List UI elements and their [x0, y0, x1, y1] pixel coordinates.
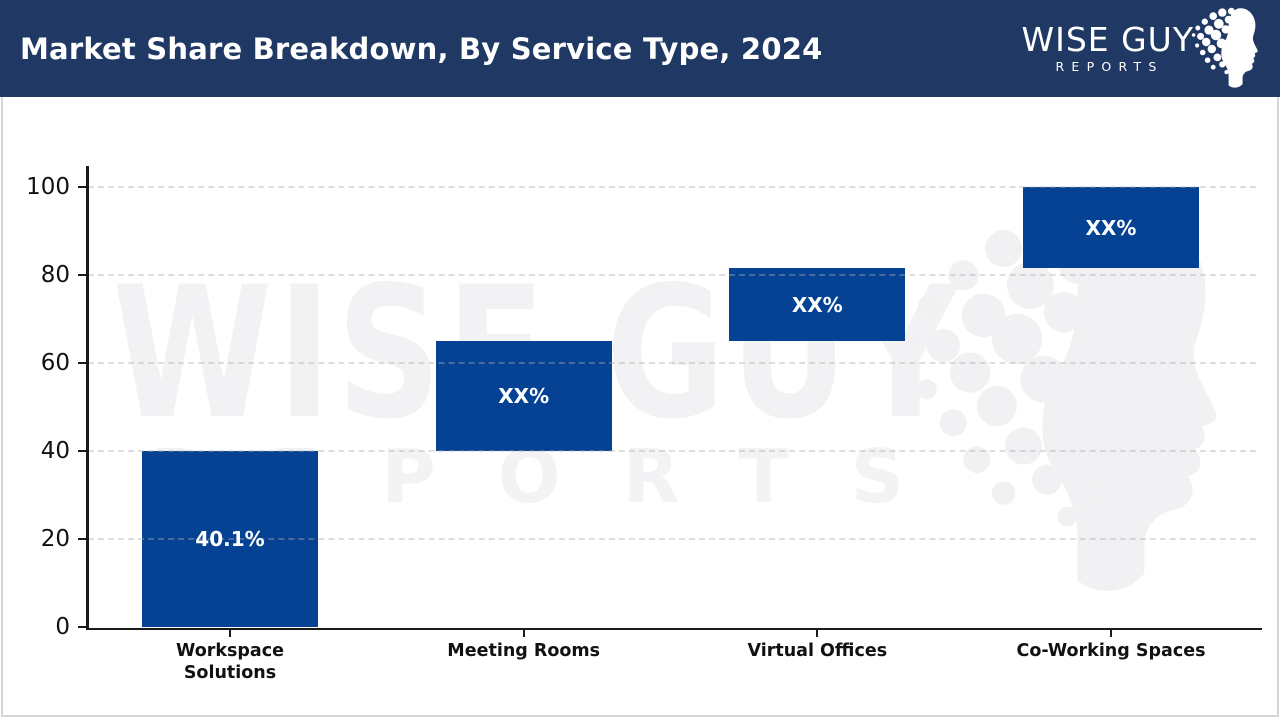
- x-tick-label: Workspace Solutions: [176, 641, 284, 683]
- y-tick-mark: [78, 538, 88, 541]
- y-tick-label: 60: [40, 350, 70, 376]
- x-axis-spine: [86, 627, 1262, 631]
- bar-value-label: 40.1%: [195, 526, 265, 551]
- bar-segment: [729, 268, 906, 341]
- x-tick-label: Virtual Offices: [747, 641, 888, 661]
- bar-value-label: XX%: [791, 292, 843, 317]
- bar-value-label: XX%: [1085, 215, 1137, 240]
- brand-face-icon: [1188, 7, 1258, 91]
- brand-logo-text: WISE GUY REPORTS: [1021, 23, 1194, 74]
- bar-segment: [1023, 187, 1199, 269]
- gridline-60: [88, 362, 1256, 364]
- y-tick-label: 0: [55, 614, 70, 640]
- y-tick-label: 80: [40, 262, 70, 288]
- gridline-100: [88, 186, 1256, 188]
- bar-value-label: XX%: [498, 383, 550, 408]
- gridline-80: [88, 274, 1256, 276]
- gridline-40: [88, 450, 1256, 452]
- page-title: Market Share Breakdown, By Service Type,…: [20, 31, 823, 66]
- y-tick-label: 40: [40, 438, 70, 464]
- x-tick-mark: [816, 629, 819, 637]
- y-tick-label: 100: [26, 174, 70, 200]
- x-tick-label: Co-Working Spaces: [1016, 641, 1206, 661]
- x-tick-mark: [228, 629, 232, 637]
- y-tick-label: 20: [40, 526, 70, 552]
- brand-name: WISE GUY: [1021, 20, 1194, 60]
- bar-segment: [142, 450, 318, 627]
- x-tick-mark: [522, 629, 525, 637]
- y-tick-mark: [78, 626, 88, 629]
- x-tick-label: Meeting Rooms: [447, 641, 601, 661]
- y-tick-mark: [78, 186, 88, 189]
- bar-segment: [435, 341, 612, 451]
- y-tick-mark: [78, 274, 88, 277]
- y-tick-mark: [78, 362, 88, 365]
- y-tick-mark: [78, 450, 88, 453]
- gridline-20: [88, 538, 1256, 540]
- x-tick-mark: [1109, 629, 1113, 637]
- brand-logo: WISE GUY REPORTS: [1021, 7, 1258, 91]
- brand-subtitle: REPORTS: [1055, 59, 1164, 75]
- y-axis-spine: [86, 166, 89, 629]
- header: Market Share Breakdown, By Service Type,…: [0, 0, 1280, 97]
